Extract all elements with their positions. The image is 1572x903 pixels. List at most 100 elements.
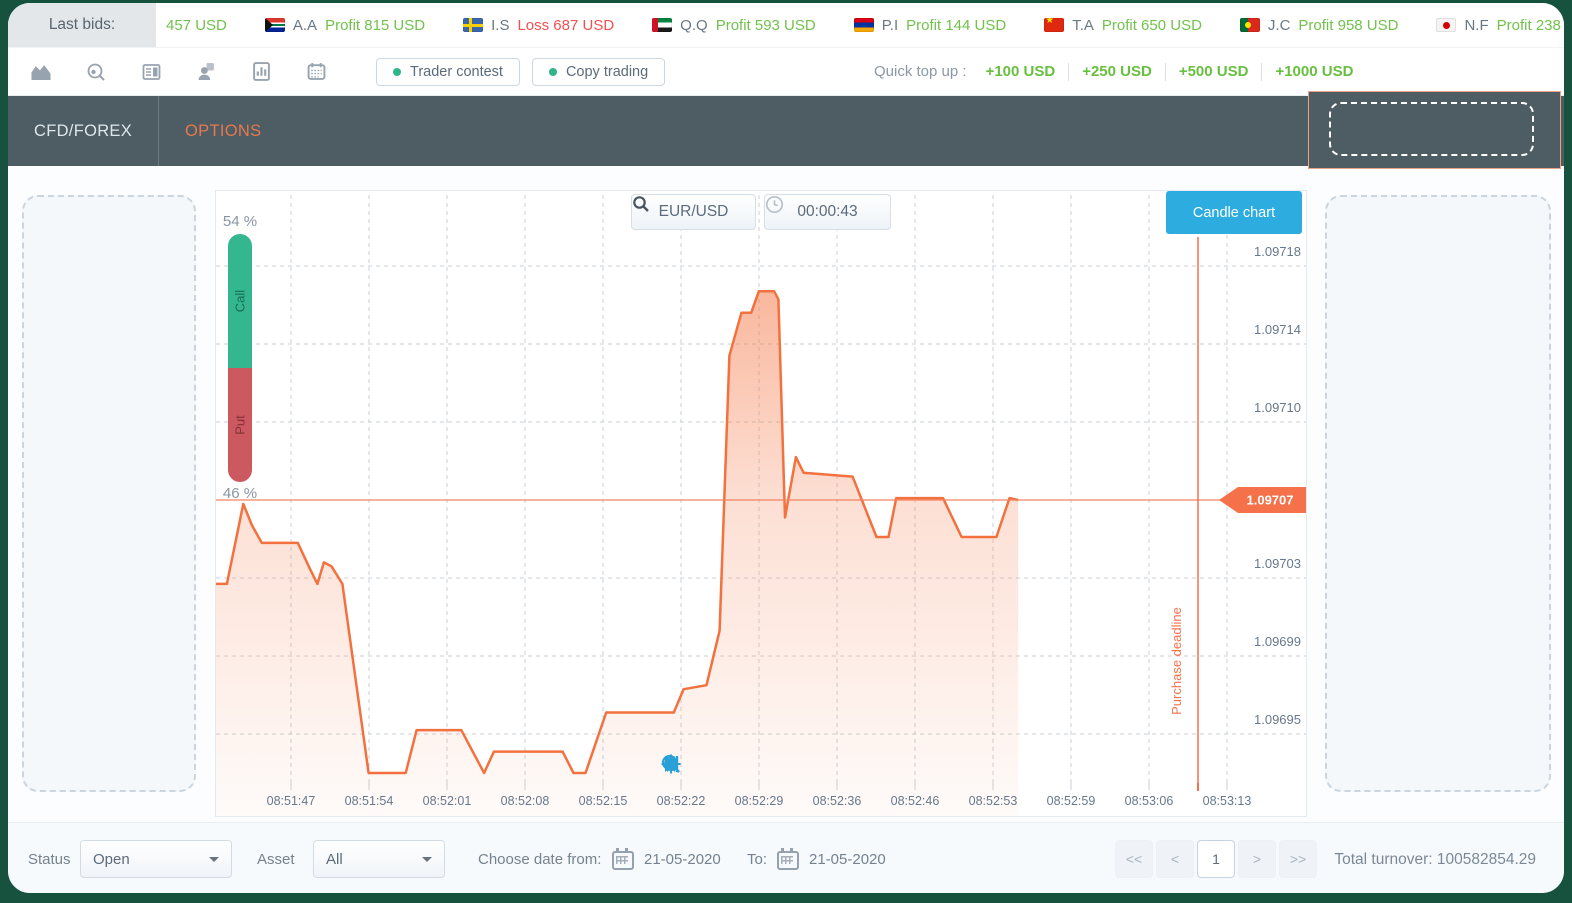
date-to-label: To: [747, 851, 768, 868]
portugal-flag-icon [1239, 18, 1260, 32]
chart-next-icon[interactable] [667, 753, 832, 777]
trader-initials: A.A [292, 16, 318, 34]
trader-initials: N.F [1464, 16, 1489, 34]
bid-result: Loss 687 USD [517, 16, 615, 34]
last-bids-ticker: Last bids: 457 USD A.A Profit 815 USD I.S Lo… [8, 3, 1564, 48]
svg-text:1.09695: 1.09695 [1254, 712, 1301, 727]
quick-top-up: Quick top up : +100 USD +250 USD +500 USD +… [874, 48, 1353, 95]
calendar-to-icon[interactable] [777, 848, 799, 870]
svg-text:08:52:08: 08:52:08 [501, 794, 550, 808]
statistics-icon[interactable] [250, 62, 272, 82]
ticker-item: N.F Profit 238 USD [1436, 17, 1564, 34]
bid-result: Profit 958 USD [1298, 16, 1399, 34]
chart-target-icon[interactable] [661, 753, 795, 777]
section-navbar: CFD/FOREX OPTIONS [8, 96, 1564, 166]
total-turnover: Total turnover: 100582854.29 [1334, 850, 1536, 868]
ticker-item: A.A Profit 815 USD [264, 16, 425, 34]
asset-label: Asset [257, 851, 295, 868]
green-dot-icon [548, 67, 557, 76]
copy-trading-label: Copy trading [565, 63, 649, 80]
bid-result: Profit 144 USD [906, 16, 1007, 34]
expiry-timer[interactable]: 00:00:43 [764, 194, 891, 230]
market-search-icon[interactable] [85, 62, 107, 82]
pagination-first[interactable]: << [1115, 840, 1153, 878]
gauge-call-segment: Call [228, 234, 252, 368]
sweden-flag-icon [463, 18, 484, 32]
area-chart-icon[interactable] [30, 62, 52, 82]
candle-chart-button[interactable]: Candle chart [1166, 191, 1302, 234]
pagination-page[interactable]: 1 [1197, 840, 1235, 878]
bid-result: Profit 650 USD [1101, 16, 1202, 34]
tab-options[interactable]: OPTIONS [185, 121, 262, 140]
put-percent: 46 % [222, 485, 258, 502]
svg-text:08:53:06: 08:53:06 [1125, 794, 1174, 808]
status-select[interactable]: Open [80, 840, 232, 878]
trader-initials: P.I [881, 16, 899, 34]
chart-end-icon[interactable] [665, 753, 869, 777]
ticker-item: T.A Profit 650 USD [1044, 17, 1202, 34]
svg-text:1.09699: 1.09699 [1254, 634, 1301, 649]
call-percent: 54 % [222, 213, 258, 230]
svg-text:08:51:54: 08:51:54 [345, 794, 394, 808]
date-to-value[interactable]: 21-05-2020 [809, 851, 886, 868]
trader-contest-button[interactable]: Trader contest [376, 57, 520, 86]
pair-label: EUR/USD [658, 203, 729, 220]
pagination: << <1 > >> [1115, 840, 1317, 878]
trader-initials: I.S [491, 16, 510, 34]
date-from-label: Choose date from: [478, 851, 602, 868]
quick-topup-amount[interactable]: +1000 USD [1275, 63, 1354, 80]
trader-initials: Q.Q [680, 16, 708, 34]
svg-text:08:52:59: 08:52:59 [1047, 794, 1096, 808]
svg-text:1.09714: 1.09714 [1254, 322, 1301, 337]
asset-pair-selector[interactable]: EUR/USD [631, 194, 756, 230]
svg-text:08:52:22: 08:52:22 [657, 794, 706, 808]
pagination-last[interactable]: >> [1279, 840, 1317, 878]
ticker-item: Q.Q Profit 593 USD [652, 17, 816, 34]
uae-flag-icon [652, 18, 673, 32]
app-window: Last bids: 457 USD A.A Profit 815 USD I.S Lo… [8, 3, 1564, 893]
bid-result: Profit 593 USD [715, 16, 816, 34]
calendar-icon[interactable] [305, 62, 327, 82]
divider [1068, 62, 1070, 81]
search-icon [633, 196, 649, 212]
nav-divider [158, 96, 160, 166]
ticker-item: J.C Profit 958 USD [1239, 16, 1399, 34]
divider [1261, 62, 1263, 81]
asset-select[interactable]: All [313, 840, 445, 878]
quick-topup-amount[interactable]: +500 USD [1178, 63, 1249, 80]
green-dot-icon [393, 67, 401, 76]
svg-text:08:52:46: 08:52:46 [891, 794, 940, 808]
chevron-down-icon [422, 856, 432, 862]
clock-icon [765, 195, 784, 214]
svg-text:08:52:53: 08:52:53 [969, 794, 1018, 808]
svg-text:08:52:01: 08:52:01 [423, 794, 472, 808]
divider [1164, 62, 1166, 81]
date-from-value[interactable]: 21-05-2020 [644, 851, 721, 868]
quick-topup-amount[interactable]: +250 USD [1082, 63, 1152, 80]
main-toolbar: Trader contest Copy trading Quick top up… [8, 48, 1564, 96]
zoom-in-icon[interactable] [662, 753, 758, 777]
svg-text:08:52:29: 08:52:29 [735, 794, 784, 808]
news-icon[interactable] [140, 62, 162, 82]
last-bids-label: Last bids: [8, 3, 156, 47]
ticker-item: P.I Profit 144 USD [853, 16, 1007, 34]
svg-text:1.09703: 1.09703 [1254, 556, 1301, 571]
nav-dashed-placeholder [1329, 102, 1534, 156]
zoom-out-icon[interactable] [662, 753, 721, 777]
gauge-bar: Call Put [228, 234, 252, 482]
svg-text:08:52:36: 08:52:36 [813, 794, 862, 808]
copy-traders-icon[interactable] [195, 62, 217, 82]
main-content: 08:51:47 08:51:54 08:52:01 08:52:08 08:52:15… [8, 166, 1564, 822]
china-flag-icon [1044, 18, 1065, 32]
gauge-put-segment: Put [228, 368, 252, 482]
quick-topup-amount[interactable]: +100 USD [985, 63, 1056, 80]
svg-text:Purchase deadline: Purchase deadline [1169, 607, 1184, 715]
pagination-prev[interactable]: < [1156, 840, 1194, 878]
pagination-next[interactable]: > [1238, 840, 1276, 878]
svg-text:08:51:47: 08:51:47 [267, 794, 316, 808]
tab-cfd-forex[interactable]: CFD/FOREX [34, 121, 133, 140]
svg-text:08:53:13: 08:53:13 [1203, 794, 1252, 808]
calendar-from-icon[interactable] [612, 848, 634, 870]
copy-trading-button[interactable]: Copy trading [531, 57, 666, 86]
trader-contest-label: Trader contest [410, 63, 503, 80]
